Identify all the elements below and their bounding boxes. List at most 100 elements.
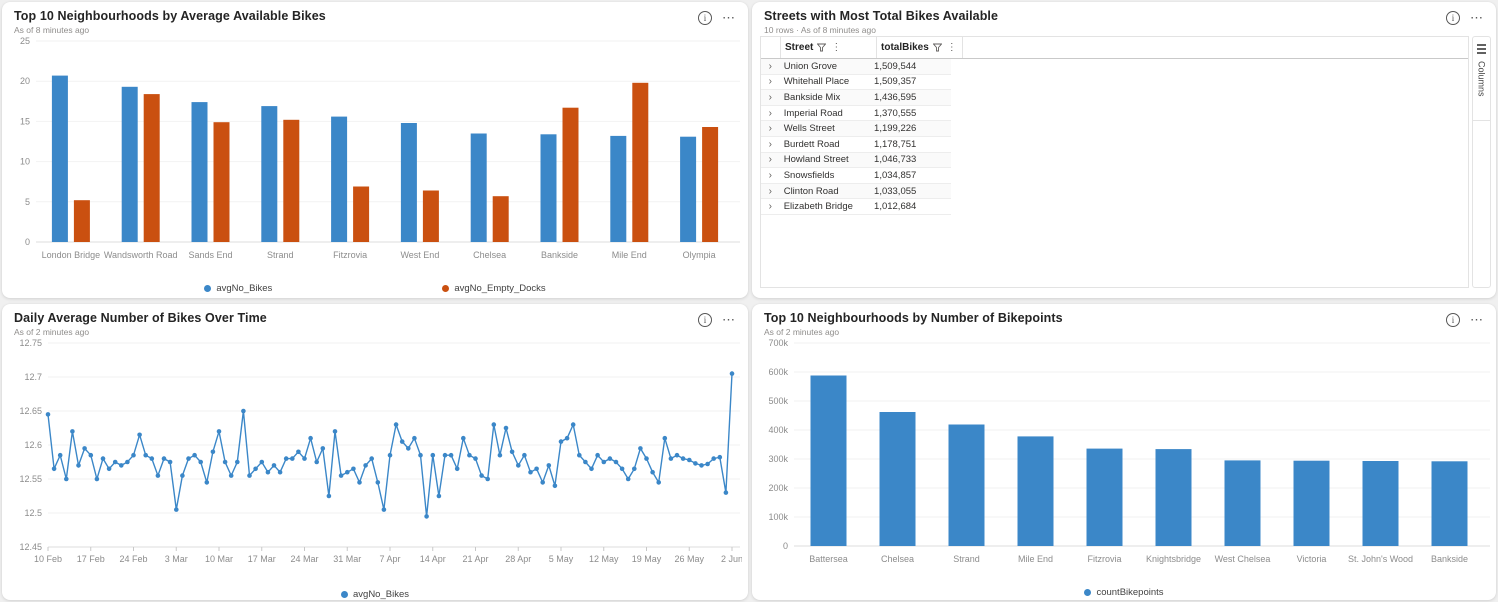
table-row[interactable]: › Elizabeth Bridge 1,012,684: [761, 199, 951, 215]
row-expand-icon[interactable]: ›: [768, 76, 773, 88]
svg-text:31 Mar: 31 Mar: [333, 554, 361, 564]
table-row[interactable]: › Bankside Mix 1,436,595: [761, 90, 951, 106]
cell-street: Union Grove: [783, 60, 838, 72]
row-expand-icon[interactable]: ›: [768, 107, 773, 119]
table-row[interactable]: › Whitehall Place 1,509,357: [761, 75, 951, 91]
legend-label: countBikepoints: [1096, 586, 1164, 598]
table-row[interactable]: › Union Grove 1,509,544: [761, 59, 951, 75]
panel-header: Streets with Most Total Bikes Available …: [752, 2, 1496, 35]
legend-dot-icon: [442, 284, 450, 292]
svg-text:West End: West End: [400, 250, 439, 260]
row-expand-icon[interactable]: ›: [768, 138, 773, 150]
legend-item[interactable]: avgNo_Bikes: [341, 589, 409, 600]
legend-item[interactable]: avgNo_Bikes: [204, 283, 272, 294]
chart-legend: avgNo_Bikes: [2, 584, 748, 600]
row-expand-icon[interactable]: ›: [768, 60, 773, 72]
table-row[interactable]: › Howland Street 1,046,733: [761, 152, 951, 169]
panel-daily-average: Daily Average Number of Bikes Over Time …: [2, 304, 748, 600]
cell-totalbikes: 1,199,226: [874, 123, 917, 135]
svg-text:12.75: 12.75: [19, 338, 42, 348]
legend-dot-icon: [1084, 588, 1092, 596]
freshness-text: As of 8 minutes ago: [14, 25, 90, 35]
panel-header: Top 10 Neighbourhoods by Average Availab…: [2, 2, 748, 35]
svg-text:3 Mar: 3 Mar: [165, 554, 188, 564]
panel-avg-available-bikes: Top 10 Neighbourhoods by Average Availab…: [2, 2, 748, 298]
legend-item[interactable]: countBikepoints: [1084, 586, 1164, 598]
chart-legend: avgNo_Bikes avgNo_Empty_Docks: [2, 278, 748, 298]
svg-text:Victoria: Victoria: [1297, 554, 1327, 564]
daily-avg-chart: 12.45 12.5 12.55 12.6 12.65 12.7 12.75 10 Feb 17…: [2, 337, 748, 584]
svg-text:5: 5: [25, 197, 30, 207]
column-menu-icon[interactable]: ⋮: [946, 42, 957, 53]
row-expand-icon[interactable]: ›: [768, 123, 773, 135]
svg-text:Strand: Strand: [267, 250, 294, 260]
page-title: Streets with Most Total Bikes Available: [764, 9, 999, 23]
column-label: Street: [785, 42, 814, 53]
svg-text:Chelsea: Chelsea: [473, 250, 506, 260]
more-options-icon[interactable]: ⋯: [1470, 312, 1484, 327]
info-icon[interactable]: i: [698, 313, 712, 327]
column-menu-icon[interactable]: ⋮: [831, 42, 842, 53]
legend-dot-icon: [341, 590, 348, 598]
cell-totalbikes: 1,509,544: [874, 60, 917, 72]
more-options-icon[interactable]: ⋯: [722, 312, 736, 327]
filter-icon[interactable]: [817, 43, 827, 52]
svg-text:28 Apr: 28 Apr: [505, 554, 531, 564]
svg-text:19 May: 19 May: [632, 554, 662, 564]
filter-icon[interactable]: [932, 43, 942, 52]
table-row[interactable]: › Snowsfields 1,034,857: [761, 168, 951, 184]
chart-legend: countBikepoints: [752, 582, 1496, 600]
svg-text:100k: 100k: [768, 512, 788, 522]
cell-totalbikes: 1,034,857: [874, 169, 917, 181]
column-header-totalbikes[interactable]: totalBikes ⋮: [877, 37, 963, 58]
table-row[interactable]: › Burdett Road 1,178,751: [761, 137, 951, 153]
svg-text:26 May: 26 May: [674, 554, 704, 564]
cell-street: Imperial Road: [783, 107, 843, 119]
row-expand-icon[interactable]: ›: [768, 91, 773, 103]
more-options-icon[interactable]: ⋯: [722, 10, 736, 25]
legend-label: avgNo_Bikes: [353, 588, 409, 600]
cell-street: Snowsfields: [783, 169, 835, 181]
svg-text:21 Apr: 21 Apr: [462, 554, 488, 564]
freshness-text: 10 rows · As of 8 minutes ago: [764, 25, 876, 35]
cell-street: Bankside Mix: [783, 91, 841, 103]
columns-panel-tab[interactable]: Columns: [1473, 37, 1490, 121]
svg-text:14 Apr: 14 Apr: [420, 554, 446, 564]
svg-text:St. John's Wood: St. John's Wood: [1348, 554, 1413, 564]
info-icon[interactable]: i: [1446, 313, 1460, 327]
info-icon[interactable]: i: [698, 11, 712, 25]
svg-text:West Chelsea: West Chelsea: [1215, 554, 1271, 564]
streets-table: Street ⋮ totalBikes ⋮ › Union Grove 1,509,…: [760, 36, 1469, 288]
freshness-text: As of 2 minutes ago: [764, 327, 840, 337]
table-row[interactable]: › Imperial Road 1,370,555: [761, 106, 951, 122]
legend-item[interactable]: avgNo_Empty_Docks: [442, 283, 546, 294]
svg-text:500k: 500k: [768, 396, 788, 406]
cell-street: Howland Street: [783, 154, 849, 166]
more-options-icon[interactable]: ⋯: [1470, 10, 1484, 25]
table-row[interactable]: › Wells Street 1,199,226: [761, 121, 951, 137]
svg-text:London Bridge: London Bridge: [42, 250, 101, 260]
svg-text:12.45: 12.45: [19, 542, 42, 552]
svg-text:Fitzrovia: Fitzrovia: [1087, 554, 1121, 564]
row-expand-icon[interactable]: ›: [768, 154, 773, 166]
table-row[interactable]: › Clinton Road 1,033,055: [761, 183, 951, 200]
info-icon[interactable]: i: [1446, 11, 1460, 25]
svg-text:200k: 200k: [768, 483, 788, 493]
row-expand-icon[interactable]: ›: [768, 185, 773, 197]
svg-text:10 Mar: 10 Mar: [205, 554, 233, 564]
svg-text:12.55: 12.55: [19, 474, 42, 484]
table-side-rail: Columns: [1472, 36, 1491, 288]
streets-table-body: › Union Grove 1,509,544 › Whitehall Place 1,5…: [761, 59, 1468, 215]
cell-totalbikes: 1,436,595: [874, 91, 917, 103]
column-header-street[interactable]: Street ⋮: [781, 37, 877, 58]
svg-text:12 May: 12 May: [589, 554, 619, 564]
legend-dot-icon: [204, 284, 212, 292]
row-expand-icon[interactable]: ›: [768, 169, 773, 181]
cell-street: Elizabeth Bridge: [783, 201, 853, 213]
svg-text:12.65: 12.65: [19, 406, 42, 416]
freshness-text: As of 2 minutes ago: [14, 327, 90, 337]
cell-totalbikes: 1,178,751: [874, 138, 917, 150]
row-expand-icon[interactable]: ›: [768, 201, 773, 213]
svg-text:Battersea: Battersea: [809, 554, 848, 564]
expander-column-header: [761, 37, 781, 58]
